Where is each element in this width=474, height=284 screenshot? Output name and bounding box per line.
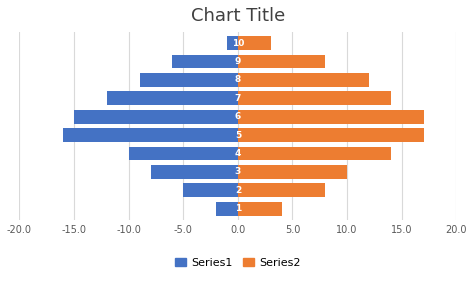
Bar <box>238 147 391 160</box>
Bar <box>128 147 238 160</box>
Text: 3: 3 <box>235 167 241 176</box>
Bar <box>238 202 282 216</box>
Bar <box>107 91 238 105</box>
Bar <box>238 73 369 87</box>
Text: 2: 2 <box>235 186 241 195</box>
Bar <box>139 73 238 87</box>
Bar <box>238 91 391 105</box>
Text: 1: 1 <box>235 204 241 213</box>
Text: 5: 5 <box>235 131 241 139</box>
Bar <box>238 55 325 68</box>
Legend: Series1, Series2: Series1, Series2 <box>171 253 305 272</box>
Bar <box>238 128 424 142</box>
Bar <box>238 183 325 197</box>
Bar <box>151 165 238 179</box>
Text: 9: 9 <box>235 57 241 66</box>
Bar <box>238 110 424 124</box>
Text: 10: 10 <box>232 39 244 48</box>
Bar <box>63 128 238 142</box>
Text: 7: 7 <box>235 94 241 103</box>
Text: 4: 4 <box>235 149 241 158</box>
Bar <box>183 183 238 197</box>
Bar <box>238 36 271 50</box>
Bar <box>216 202 238 216</box>
Text: 8: 8 <box>235 75 241 84</box>
Bar <box>227 36 238 50</box>
Bar <box>238 165 347 179</box>
Text: 6: 6 <box>235 112 241 121</box>
Bar <box>74 110 238 124</box>
Bar <box>173 55 238 68</box>
Title: Chart Title: Chart Title <box>191 7 285 25</box>
